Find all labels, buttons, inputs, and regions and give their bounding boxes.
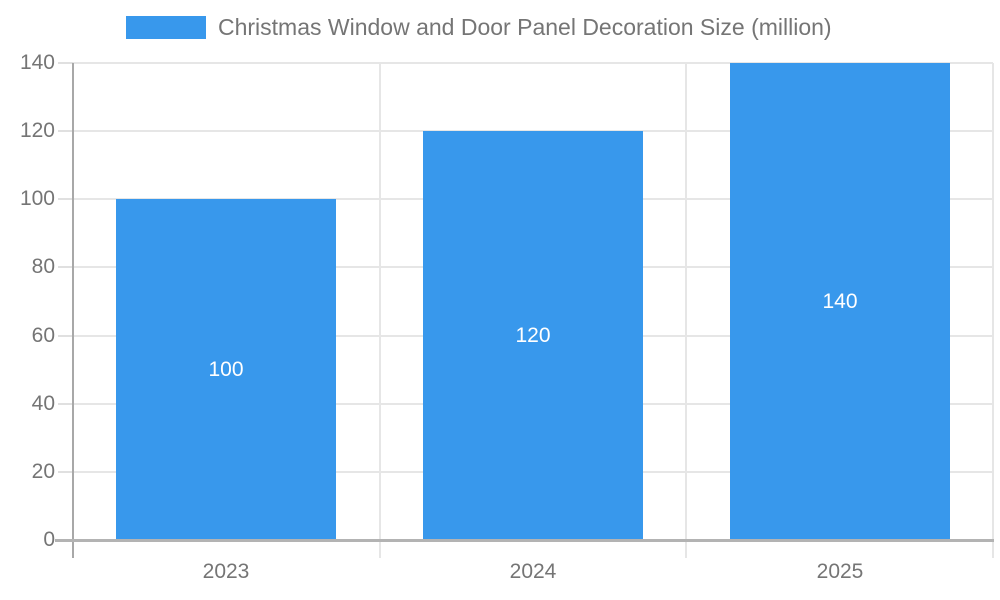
x-tick-label: 2023 [202, 560, 250, 583]
x-tick-label: 2025 [816, 560, 864, 583]
y-tick-label: 80 [31, 255, 55, 278]
x-axis-line [55, 539, 994, 542]
y-tick-label: 100 [19, 187, 55, 210]
bar[interactable]: 140 [730, 63, 950, 540]
y-tick-label: 20 [31, 460, 55, 483]
bar[interactable]: 100 [116, 199, 336, 540]
y-axis-tick [58, 62, 73, 64]
y-axis-tick [58, 471, 73, 473]
bar-value-label: 100 [208, 357, 244, 381]
legend[interactable]: Christmas Window and Door Panel Decorati… [126, 14, 832, 41]
y-tick-label: 140 [19, 51, 55, 74]
gridline-vertical [685, 63, 687, 558]
y-tick-label: 0 [43, 528, 55, 551]
y-axis-tick [58, 198, 73, 200]
y-tick-label: 40 [31, 392, 55, 415]
x-tick-label: 2024 [509, 560, 557, 583]
y-axis-tick [58, 335, 73, 337]
bar-value-label: 140 [822, 289, 858, 313]
gridline-vertical [992, 63, 994, 558]
bar-value-label: 120 [515, 323, 551, 347]
legend-title: Christmas Window and Door Panel Decorati… [218, 14, 832, 40]
y-tick-label: 60 [31, 324, 55, 347]
gridline-horizontal [73, 62, 993, 64]
legend-swatch-icon[interactable] [126, 16, 206, 39]
y-axis-tick [58, 266, 73, 268]
y-axis-tick [58, 403, 73, 405]
y-axis-line [72, 63, 74, 558]
bar[interactable]: 120 [423, 131, 643, 540]
y-axis-tick [58, 130, 73, 132]
y-tick-label: 120 [19, 119, 55, 142]
gridline-vertical [379, 63, 381, 558]
